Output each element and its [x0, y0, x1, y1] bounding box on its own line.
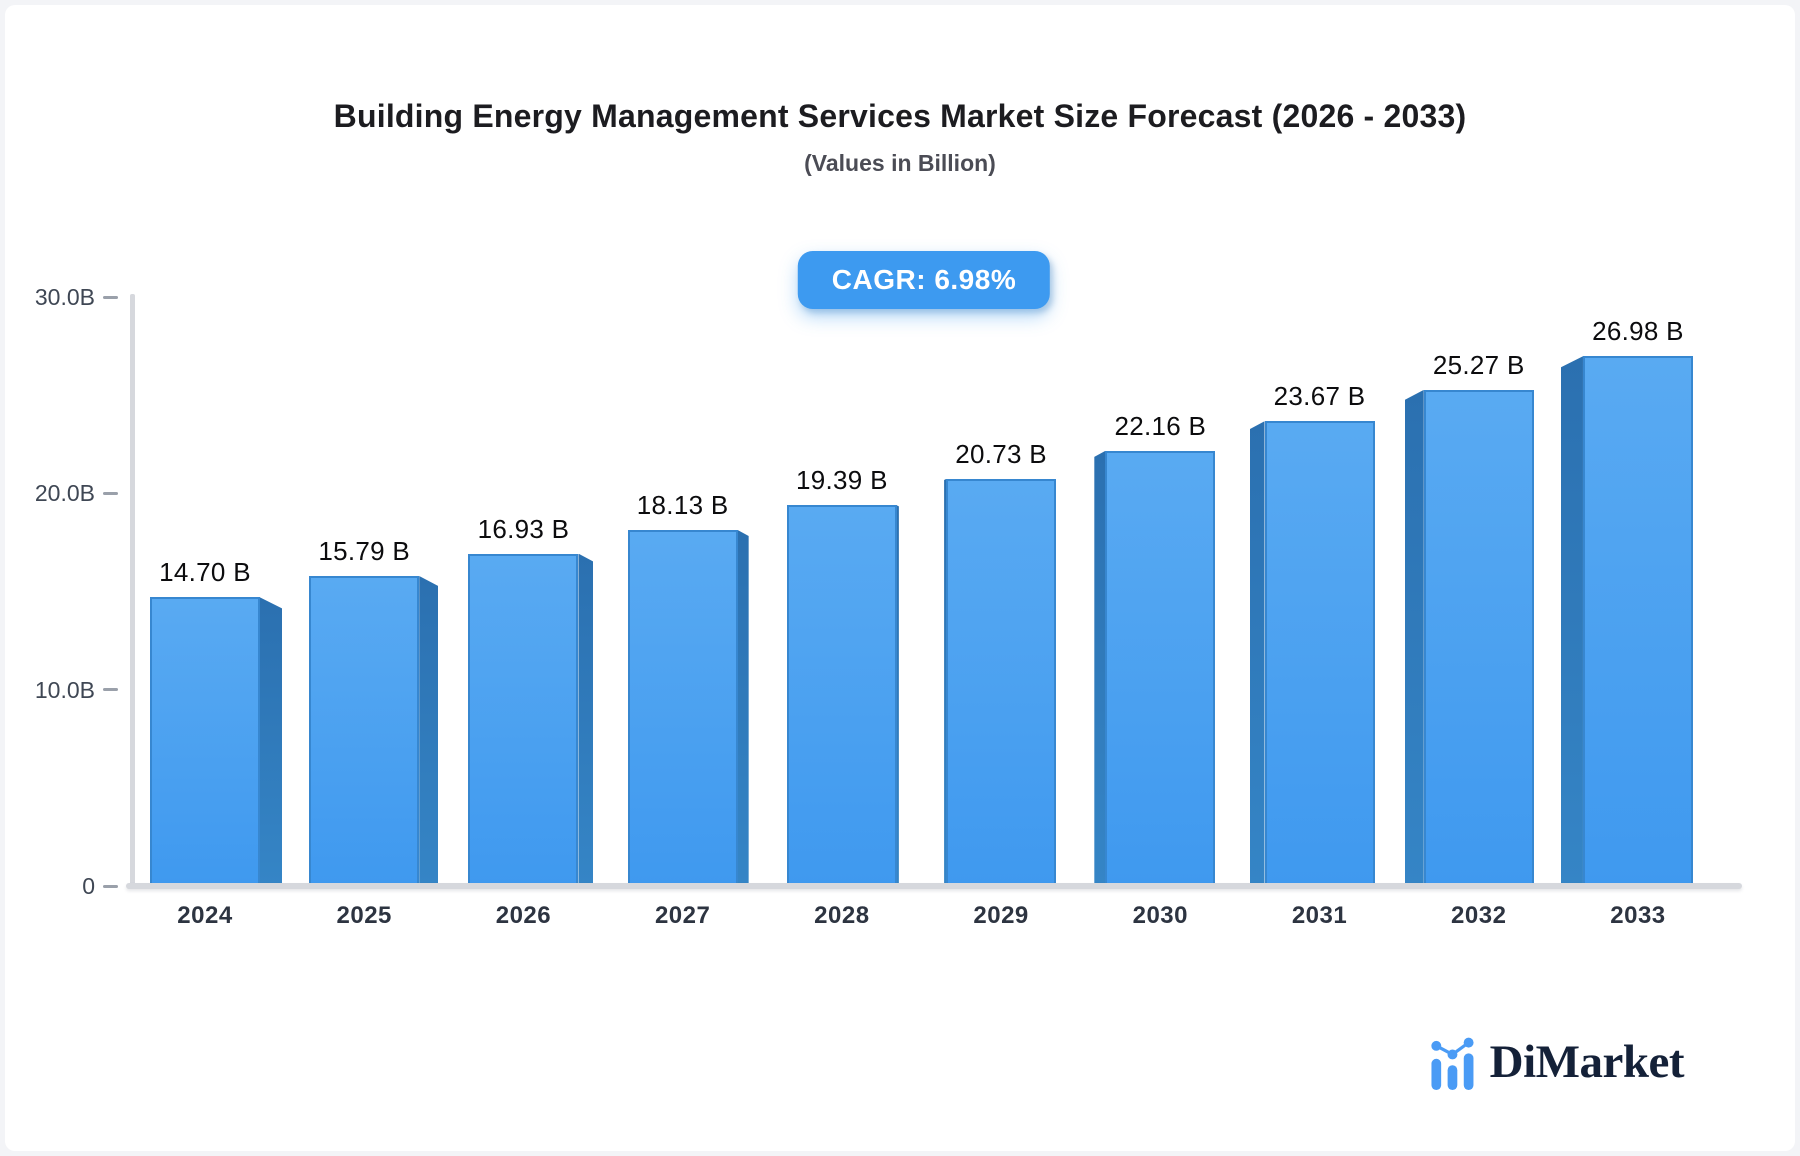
bar-value-label: 15.79 B [318, 535, 411, 566]
y-axis-tick-label: 0 [82, 873, 95, 899]
brand-name: DiMarket [1489, 1036, 1685, 1088]
bar-value-label: 20.73 B [955, 439, 1047, 469]
cagr-badge: CAGR: 6.98% [797, 251, 1051, 309]
bar-value-label: 14.70 B [159, 557, 251, 588]
bar-3d-side [1404, 389, 1424, 885]
x-axis-category-label: 2029 [973, 902, 1029, 929]
x-axis-category-label: 2030 [1132, 902, 1188, 929]
y-axis-tick [103, 884, 118, 888]
bar [150, 597, 260, 885]
bar-3d-side [419, 575, 439, 885]
y-axis-tick-label: 10.0B [34, 676, 95, 703]
x-axis-category-label: 2025 [336, 902, 392, 929]
x-axis-category-label: 2031 [1291, 902, 1348, 929]
bar-value-label: 18.13 B [636, 490, 729, 521]
bar-3d-side [1249, 421, 1265, 885]
y-axis-tick [103, 295, 118, 299]
bar [1105, 450, 1216, 885]
bar-3d-side [578, 553, 594, 885]
bar-3d-side [944, 479, 947, 885]
chart-title: Building Energy Management Services Mark… [333, 98, 1467, 134]
bar [309, 575, 420, 885]
bar [1582, 356, 1693, 885]
bar [1264, 421, 1375, 885]
dimarket-logo-icon [1430, 1037, 1474, 1090]
bar-3d-side [737, 530, 749, 885]
x-axis-baseline [126, 883, 1742, 889]
x-axis-category-label: 2028 [814, 902, 870, 929]
x-axis-category-label: 2026 [495, 902, 552, 929]
bar-value-label: 23.67 B [1273, 381, 1366, 412]
bar-value-label: 26.98 B [1592, 316, 1684, 347]
x-axis-category-label: 2033 [1610, 902, 1666, 929]
bar-3d-side [260, 597, 282, 885]
bar-value-label: 19.39 B [796, 465, 888, 496]
bar [1423, 389, 1534, 885]
y-axis-line [130, 294, 135, 886]
bar [786, 505, 897, 885]
bar-value-label: 22.16 B [1114, 410, 1207, 441]
bar [946, 479, 1057, 885]
x-axis-category-label: 2024 [177, 902, 233, 929]
chart-subtitle: (Values in Billion) [804, 150, 996, 176]
bar-value-label: 25.27 B [1432, 349, 1525, 380]
bar-3d-side [896, 505, 899, 885]
y-axis-tick-label: 30.0B [34, 284, 95, 310]
brand-logo: DiMarket [1429, 1034, 1685, 1090]
y-axis-tick-label: 20.0B [34, 480, 95, 507]
y-axis-tick [103, 491, 118, 495]
bar [468, 553, 579, 885]
bar-value-label: 16.93 B [477, 513, 570, 544]
bar-3d-side [1094, 450, 1106, 885]
y-axis-tick [103, 688, 118, 692]
bar [627, 530, 738, 885]
x-axis-category-label: 2032 [1451, 902, 1507, 929]
bar-3d-side [1560, 356, 1583, 885]
x-axis-category-label: 2027 [654, 902, 711, 929]
